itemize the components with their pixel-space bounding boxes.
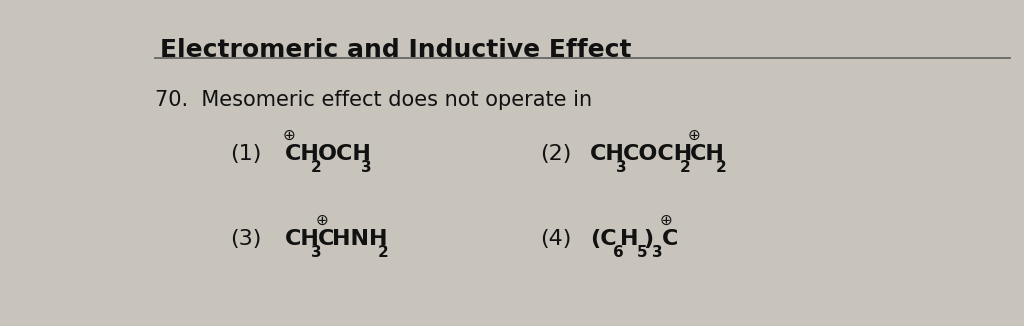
Text: 70.  Mesomeric effect does not operate in: 70. Mesomeric effect does not operate in	[155, 90, 592, 110]
Text: 2: 2	[311, 160, 322, 175]
Text: CH: CH	[285, 229, 319, 249]
Text: 2: 2	[716, 160, 727, 175]
Text: ⊕: ⊕	[659, 213, 673, 228]
Text: ⊕: ⊕	[688, 128, 700, 143]
Text: C: C	[662, 229, 678, 249]
Text: CH: CH	[690, 144, 725, 164]
Text: OCH: OCH	[318, 144, 372, 164]
Text: (2): (2)	[540, 144, 571, 164]
Text: (C: (C	[590, 229, 616, 249]
Text: 3: 3	[361, 160, 372, 175]
Text: ⊕: ⊕	[283, 128, 295, 143]
Text: 2: 2	[378, 245, 389, 260]
Text: C: C	[318, 229, 335, 249]
Text: (3): (3)	[230, 229, 261, 249]
Text: 3: 3	[311, 245, 322, 260]
Text: (4): (4)	[540, 229, 571, 249]
Text: 3: 3	[616, 160, 627, 175]
Text: 6: 6	[613, 245, 624, 260]
Text: COCH: COCH	[623, 144, 693, 164]
Text: Electromeric and Inductive Effect: Electromeric and Inductive Effect	[160, 38, 632, 62]
Text: ): )	[643, 229, 653, 249]
Text: CH: CH	[590, 144, 625, 164]
Text: CH: CH	[285, 144, 319, 164]
Text: (1): (1)	[230, 144, 261, 164]
Text: ⊕: ⊕	[315, 213, 329, 228]
Text: 5: 5	[637, 245, 647, 260]
Text: 3: 3	[652, 245, 663, 260]
Text: H: H	[620, 229, 639, 249]
Text: 2: 2	[680, 160, 691, 175]
Text: HNH: HNH	[332, 229, 387, 249]
